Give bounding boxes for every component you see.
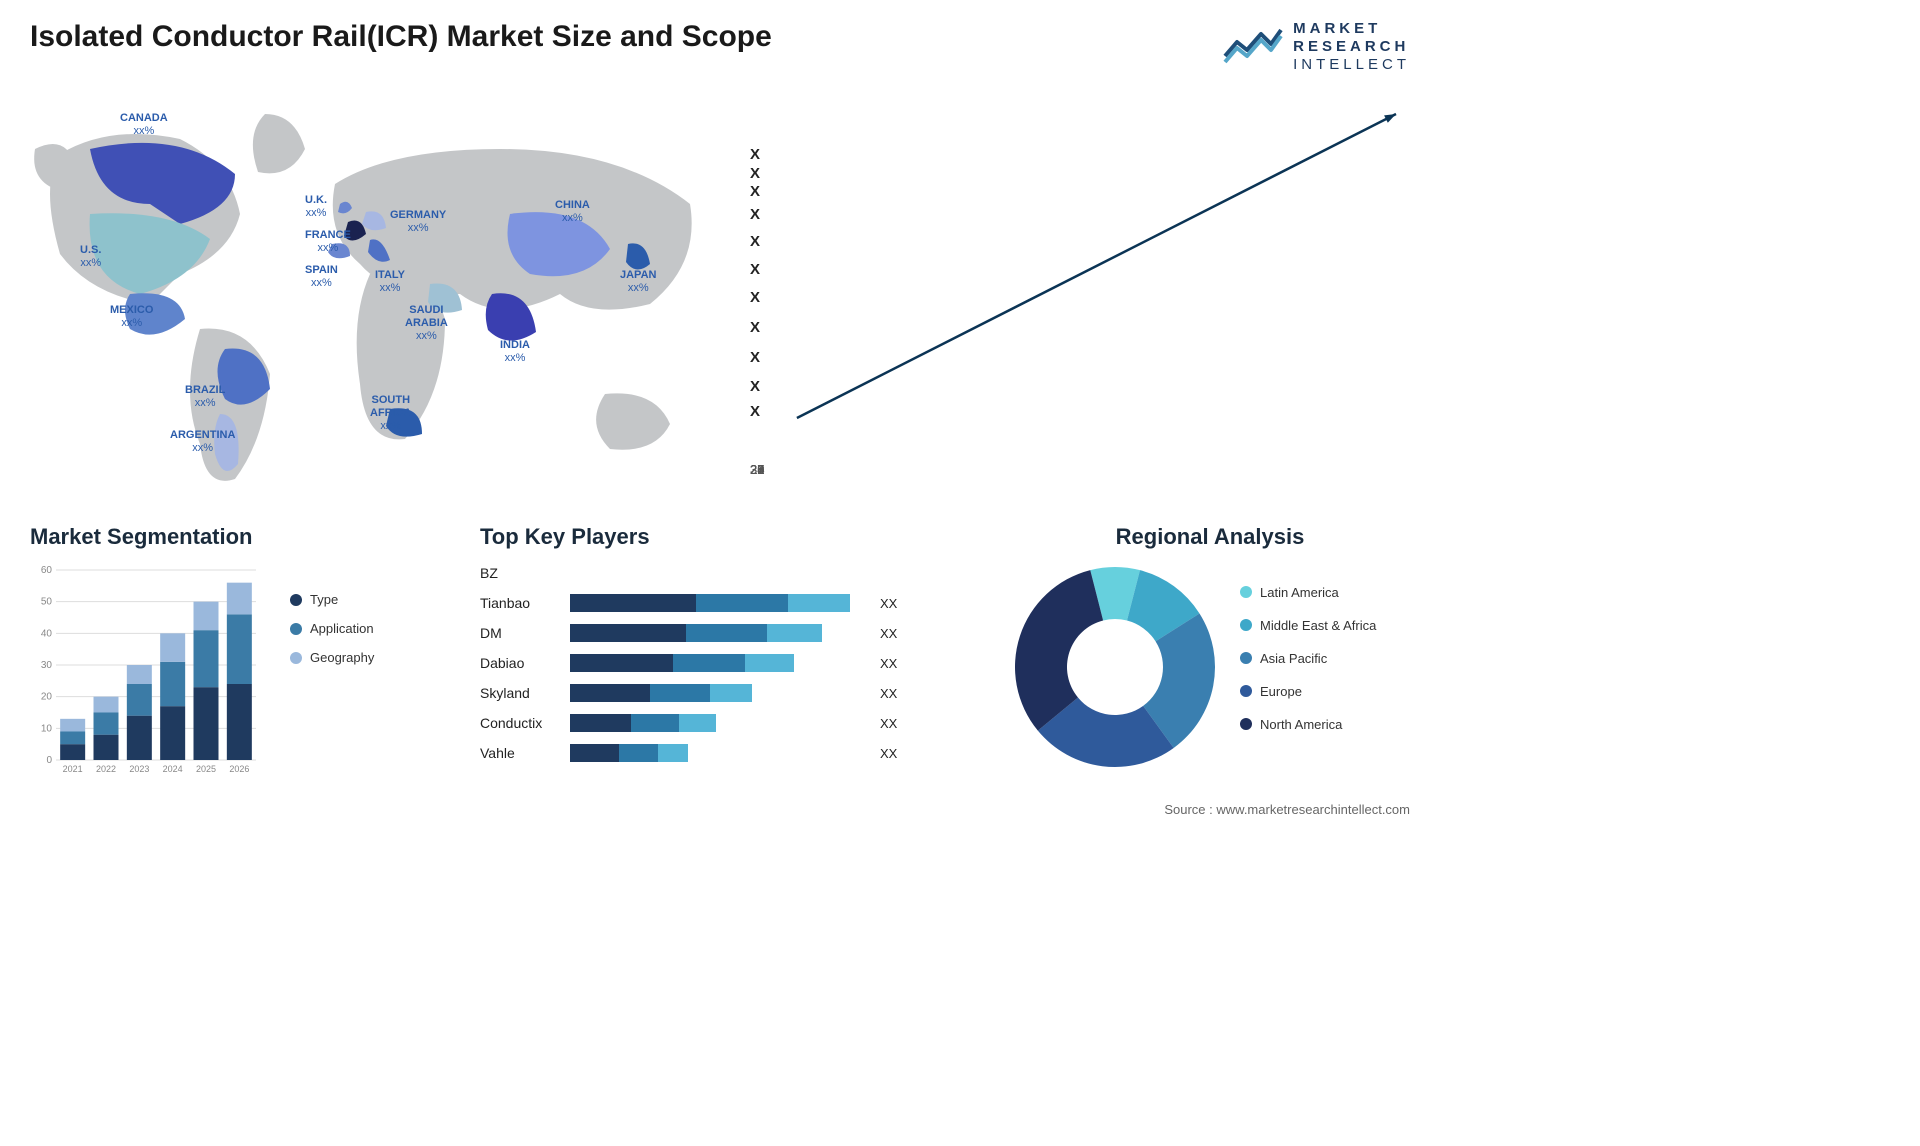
svg-text:60: 60 [41, 565, 53, 576]
svg-text:XX: XX [750, 319, 760, 336]
legend-item: Middle East & Africa [1240, 618, 1376, 633]
page-title: Isolated Conductor Rail(ICR) Market Size… [30, 20, 772, 54]
key-player-score: XX [880, 686, 897, 701]
key-player-score: XX [880, 746, 897, 761]
key-player-name: DM [480, 625, 570, 641]
map-label: CANADAxx% [120, 112, 168, 138]
map-label: U.S.xx% [80, 244, 101, 270]
svg-text:XX: XX [750, 289, 760, 306]
legend-item: Europe [1240, 684, 1376, 699]
key-player-name: BZ [480, 565, 570, 581]
svg-text:XX: XX [750, 261, 760, 278]
key-player-bar [570, 714, 870, 732]
svg-text:2022: 2022 [96, 764, 116, 774]
regional-title: Regional Analysis [1010, 524, 1410, 550]
source-citation: Source : www.marketresearchintellect.com [30, 802, 1410, 817]
key-player-row: DM XX [480, 622, 980, 644]
key-player-name: Skyland [480, 685, 570, 701]
map-label: GERMANYxx% [390, 209, 446, 235]
svg-text:10: 10 [41, 723, 53, 734]
legend-item: Latin America [1240, 585, 1376, 600]
key-players-panel: Top Key Players BZTianbaoXXDMXXDabiaoXXS… [480, 524, 980, 772]
svg-text:20: 20 [41, 692, 53, 703]
map-label: INDIAxx% [500, 339, 530, 365]
key-players-title: Top Key Players [480, 524, 980, 550]
key-player-score: XX [880, 716, 897, 731]
key-player-row: Skyland XX [480, 682, 980, 704]
svg-text:40: 40 [41, 628, 53, 639]
legend-item: Type [290, 592, 374, 607]
key-player-row: BZ [480, 562, 980, 584]
map-label: SPAINxx% [305, 264, 338, 290]
map-label: U.K.xx% [305, 194, 327, 220]
map-label: MEXICOxx% [110, 304, 153, 330]
key-player-score: XX [880, 656, 897, 671]
svg-text:2024: 2024 [163, 764, 183, 774]
legend-item: North America [1240, 717, 1376, 732]
map-label: JAPANxx% [620, 269, 656, 295]
logo-text: MARKET RESEARCH INTELLECT [1293, 20, 1410, 74]
brand-logo: MARKET RESEARCH INTELLECT [1223, 20, 1410, 74]
key-player-row: Dabiao XX [480, 652, 980, 674]
svg-text:XX: XX [750, 349, 760, 366]
svg-text:XX: XX [750, 378, 760, 395]
main-bar-chart: XX2021XX2022XX2023XX2024XX2025XX2026XX20… [750, 94, 1410, 494]
legend-item: Application [290, 621, 374, 636]
map-label: BRAZILxx% [185, 384, 225, 410]
key-player-bar [570, 684, 870, 702]
key-player-row: Conductix XX [480, 712, 980, 734]
map-label: CHINAxx% [555, 199, 590, 225]
svg-text:2025: 2025 [196, 764, 216, 774]
svg-text:2026: 2026 [229, 764, 249, 774]
segmentation-panel: Market Segmentation 0 10 20 30 40 50 60 2021 202… [30, 524, 450, 782]
svg-text:XX: XX [750, 146, 760, 163]
key-player-bar [570, 744, 870, 762]
key-player-bar [570, 594, 870, 612]
svg-text:XX: XX [750, 233, 760, 250]
key-player-name: Tianbao [480, 595, 570, 611]
svg-text:50: 50 [41, 597, 53, 608]
svg-text:2021: 2021 [63, 764, 83, 774]
key-player-name: Vahle [480, 745, 570, 761]
segmentation-legend: Type Application Geography [290, 562, 374, 782]
svg-text:XX: XX [750, 183, 760, 200]
key-player-score: XX [880, 596, 897, 611]
svg-text:30: 30 [41, 660, 53, 671]
key-player-bar [570, 624, 870, 642]
regional-panel: Regional Analysis Latin America Middle Ea… [1010, 524, 1410, 772]
map-label: SOUTHAFRICAxx% [370, 394, 412, 434]
svg-text:2023: 2023 [129, 764, 149, 774]
map-label: SAUDIARABIAxx% [405, 304, 448, 344]
key-player-bar [570, 654, 870, 672]
svg-text:0: 0 [46, 755, 52, 766]
logo-mark-icon [1223, 26, 1283, 69]
map-label: ITALYxx% [375, 269, 405, 295]
svg-text:2031: 2031 [750, 462, 764, 477]
regional-legend: Latin America Middle East & Africa Asia Pa… [1240, 585, 1376, 750]
key-player-row: Tianbao XX [480, 592, 980, 614]
key-player-score: XX [880, 626, 897, 641]
key-player-name: Conductix [480, 715, 570, 731]
world-map: CANADAxx% U.S.xx% MEXICOxx% BRAZILxx% ARGENT… [30, 94, 720, 494]
svg-text:XX: XX [750, 403, 760, 420]
segmentation-title: Market Segmentation [30, 524, 450, 550]
legend-item: Asia Pacific [1240, 651, 1376, 666]
svg-text:XX: XX [750, 165, 760, 182]
legend-item: Geography [290, 650, 374, 665]
key-player-row: Vahle XX [480, 742, 980, 764]
key-player-name: Dabiao [480, 655, 570, 671]
map-label: FRANCExx% [305, 229, 351, 255]
map-label: ARGENTINAxx% [170, 429, 235, 455]
svg-text:XX: XX [750, 206, 760, 223]
segmentation-chart: 0 10 20 30 40 50 60 2021 2022 2023 2024 2025 2026 [30, 562, 270, 782]
regional-donut-chart [1010, 562, 1220, 772]
